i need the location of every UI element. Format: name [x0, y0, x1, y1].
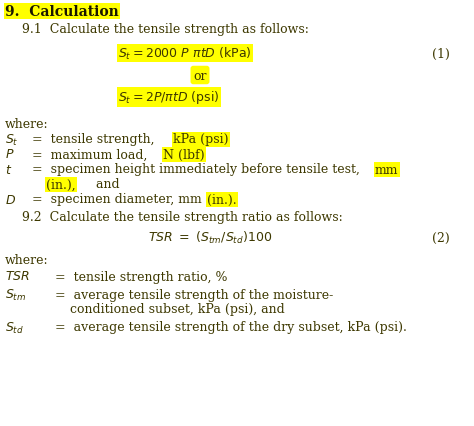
- Text: =  average tensile strength of the moisture-: = average tensile strength of the moistu…: [55, 288, 333, 301]
- Text: kPa (psi): kPa (psi): [173, 133, 228, 146]
- Text: =  average tensile strength of the dry subset, kPa (psi).: = average tensile strength of the dry su…: [55, 321, 407, 334]
- Text: 9.1  Calculate the tensile strength as follows:: 9.1 Calculate the tensile strength as fo…: [22, 23, 309, 36]
- Text: $t$: $t$: [5, 163, 12, 176]
- Text: $TSR\ =\ (S_{tm}/S_{td})100$: $TSR\ =\ (S_{tm}/S_{td})100$: [148, 230, 272, 245]
- Text: 9.  Calculation: 9. Calculation: [5, 5, 119, 19]
- Text: $S_{td}$: $S_{td}$: [5, 320, 24, 335]
- Text: =  maximum load,: = maximum load,: [32, 148, 147, 161]
- Text: $S_{tm}$: $S_{tm}$: [5, 287, 26, 302]
- Text: (2): (2): [432, 231, 450, 244]
- Text: N (lbf): N (lbf): [163, 148, 205, 161]
- Text: =  specimen height immediately before tensile test,: = specimen height immediately before ten…: [32, 163, 360, 176]
- Text: conditioned subset, kPa (psi), and: conditioned subset, kPa (psi), and: [70, 303, 285, 316]
- Text: mm: mm: [375, 163, 399, 176]
- Text: =  tensile strength,: = tensile strength,: [32, 133, 155, 146]
- Text: (in.),: (in.),: [46, 178, 76, 191]
- Text: where:: where:: [5, 254, 49, 267]
- Text: $S_t = 2P/\pi tD\ \mathrm{(psi)}$: $S_t = 2P/\pi tD\ \mathrm{(psi)}$: [118, 89, 219, 106]
- Text: (in.).: (in.).: [207, 193, 237, 206]
- Text: $P$: $P$: [5, 148, 15, 161]
- Text: (1): (1): [432, 47, 450, 60]
- Text: where:: where:: [5, 117, 49, 130]
- Text: $S_t = 2000\ P\ \pi tD\ \mathrm{(kPa)}$: $S_t = 2000\ P\ \pi tD\ \mathrm{(kPa)}$: [118, 46, 252, 62]
- Text: =  specimen diameter, mm: = specimen diameter, mm: [32, 193, 202, 206]
- Text: =  tensile strength ratio, %: = tensile strength ratio, %: [55, 270, 228, 283]
- Text: $D$: $D$: [5, 193, 16, 206]
- Text: or: or: [193, 69, 207, 82]
- Text: 9.2  Calculate the tensile strength ratio as follows:: 9.2 Calculate the tensile strength ratio…: [22, 210, 343, 223]
- Text: $TSR$: $TSR$: [5, 270, 30, 283]
- Text: and: and: [92, 178, 119, 191]
- Text: $S_t$: $S_t$: [5, 132, 18, 147]
